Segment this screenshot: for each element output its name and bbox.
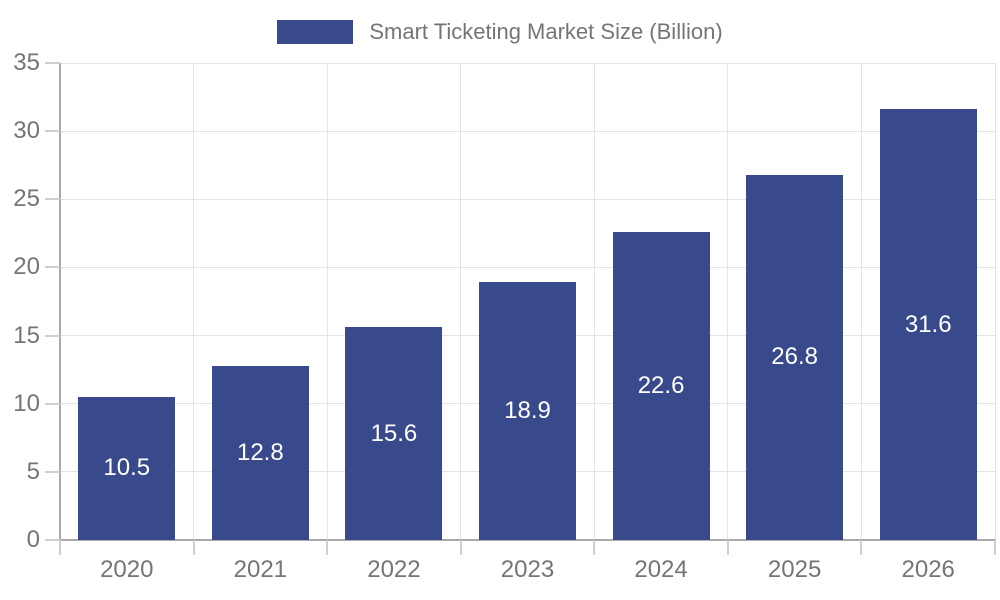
bar-value-label-2023: 18.9 [504, 397, 551, 425]
bar-value-label-2020: 10.5 [103, 454, 151, 482]
v-gridline-1 [193, 63, 195, 540]
y-tick-25 [45, 198, 60, 201]
y-tick-label-25: 25 [13, 185, 40, 213]
x-tick-4 [593, 540, 596, 555]
bar-value-label-2022: 15.6 [370, 419, 418, 447]
v-gridline-5 [727, 63, 729, 540]
bar-2023[interactable]: 18.9 [479, 282, 576, 540]
x-tick-label-2025: 2025 [767, 556, 822, 583]
h-gridline-35 [60, 62, 995, 64]
v-gridline-3 [460, 63, 462, 540]
x-tick-label-2021: 2021 [233, 556, 288, 583]
bar-2021[interactable]: 12.8 [211, 365, 309, 540]
legend-label: Smart Ticketing Market Size (Billion) [369, 19, 723, 44]
x-tick-label-2020: 2020 [100, 556, 154, 583]
x-tick-label-2022: 2022 [367, 556, 421, 583]
v-gridline-2 [326, 63, 328, 540]
y-tick-label-5: 5 [26, 457, 40, 485]
y-tick-label-30: 30 [13, 117, 40, 145]
v-gridline-7 [994, 63, 996, 540]
y-tick-label-15: 15 [13, 321, 40, 349]
x-tick-label-2026: 2026 [901, 556, 955, 583]
y-tick-5 [45, 470, 60, 473]
y-tick-20 [45, 266, 60, 269]
x-tick-7 [994, 540, 996, 555]
legend-swatch-icon [277, 20, 354, 44]
x-tick-2 [326, 540, 329, 555]
y-tick-15 [45, 334, 60, 337]
x-tick-0 [59, 540, 61, 555]
y-tick-0 [45, 539, 60, 541]
h-gridline-25 [60, 198, 995, 200]
h-gridline-30 [60, 130, 995, 132]
x-tick-label-2023: 2023 [500, 556, 555, 583]
x-tick-6 [860, 540, 863, 555]
chart-legend[interactable]: Smart Ticketing Market Size (Billion) [0, 14, 1000, 50]
bar-value-label-2025: 26.8 [771, 343, 818, 371]
bar-2022[interactable]: 15.6 [345, 327, 443, 540]
bar-2024[interactable]: 22.6 [612, 231, 710, 540]
y-tick-label-20: 20 [13, 253, 40, 281]
y-tick-label-10: 10 [13, 389, 40, 417]
v-gridline-4 [593, 63, 595, 540]
y-tick-label-0: 0 [26, 526, 40, 553]
y-tick-label-35: 35 [13, 49, 40, 76]
h-gridline-20 [60, 266, 995, 268]
y-axis-line [59, 63, 61, 555]
y-tick-35 [45, 62, 60, 64]
x-tick-label-2024: 2024 [634, 556, 688, 583]
x-axis-line [59, 539, 996, 541]
bar-2020[interactable]: 10.5 [78, 396, 176, 540]
bar-value-label-2026: 31.6 [904, 310, 952, 338]
x-tick-1 [192, 540, 195, 555]
v-gridline-6 [860, 63, 862, 540]
bar-value-label-2021: 12.8 [236, 438, 284, 466]
bar-2026[interactable]: 31.6 [879, 109, 977, 540]
y-tick-10 [45, 402, 60, 405]
y-tick-30 [45, 130, 60, 133]
x-tick-3 [459, 540, 462, 555]
x-tick-5 [726, 540, 729, 555]
bar-value-label-2024: 22.6 [637, 371, 685, 399]
bar-2025[interactable]: 26.8 [746, 174, 844, 540]
